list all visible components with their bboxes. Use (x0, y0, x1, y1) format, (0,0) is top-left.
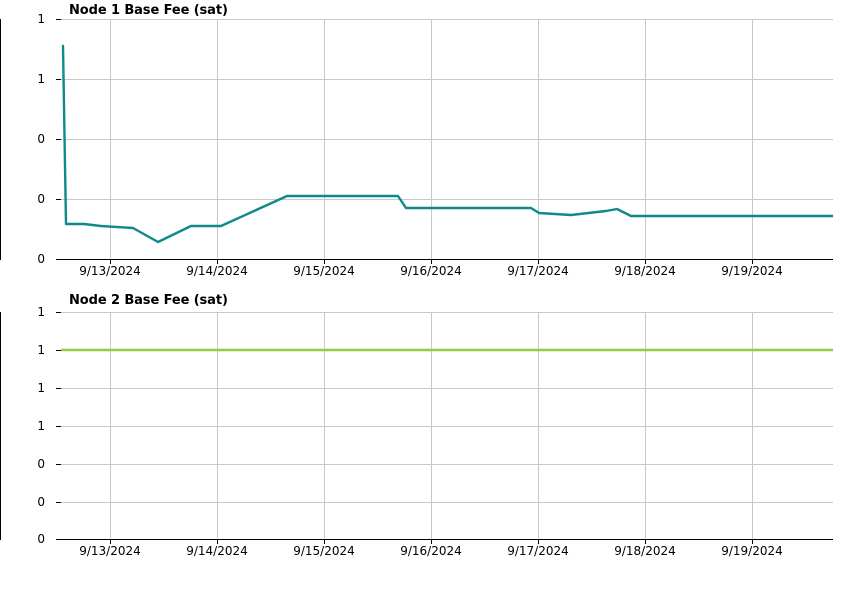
gridline-v (538, 312, 539, 539)
x-tick-mark (110, 539, 111, 544)
y-tick-label: 1 (37, 343, 45, 357)
gridline-h (61, 199, 833, 200)
y-tick-label: 0 (37, 252, 45, 266)
y-tick-label: 1 (37, 419, 45, 433)
y-tick-mark (56, 350, 61, 351)
gridline-v (431, 312, 432, 539)
gridline-v (431, 19, 432, 259)
gridline-h (61, 19, 833, 20)
gridline-h (61, 426, 833, 427)
y-tick-label: 0 (37, 457, 45, 471)
x-tick-label: 9/17/2024 (507, 544, 569, 558)
y-tick-label: 0 (37, 495, 45, 509)
x-tick-label: 9/14/2024 (186, 544, 248, 558)
plot-area-node1 (61, 19, 833, 259)
y-tick-mark (56, 19, 61, 20)
y-tick-mark (56, 388, 61, 389)
gridline-h (61, 464, 833, 465)
x-tick-label: 9/13/2024 (79, 264, 141, 278)
x-tick-mark (538, 539, 539, 544)
x-tick-mark (431, 539, 432, 544)
x-tick-label: 9/16/2024 (400, 544, 462, 558)
gridline-v (110, 19, 111, 259)
y-tick-label: 1 (37, 381, 45, 395)
y-tick-label: 0 (37, 132, 45, 146)
x-tick-mark (217, 259, 218, 264)
chart-title-node2: Node 2 Base Fee (sat) (69, 293, 228, 308)
y-tick-label: 0 (37, 532, 45, 546)
x-tick-mark (645, 539, 646, 544)
gridline-v (110, 312, 111, 539)
x-tick-mark (217, 539, 218, 544)
x-tick-mark (538, 259, 539, 264)
x-tick-label: 9/13/2024 (79, 544, 141, 558)
gridline-v (752, 312, 753, 539)
y-tick-mark (56, 502, 61, 503)
gridline-h (61, 79, 833, 80)
x-tick-label: 9/17/2024 (507, 264, 569, 278)
chart-title-node1: Node 1 Base Fee (sat) (69, 3, 228, 18)
gridline-v (324, 312, 325, 539)
x-tick-label: 9/19/2024 (721, 264, 783, 278)
x-tick-label: 9/19/2024 (721, 544, 783, 558)
gridline-h (61, 139, 833, 140)
x-tick-label: 9/16/2024 (400, 264, 462, 278)
x-tick-mark (110, 259, 111, 264)
series-line-node2 (61, 348, 833, 352)
x-tick-label: 9/15/2024 (293, 544, 355, 558)
gridline-v (645, 312, 646, 539)
y-tick-label: 0 (37, 192, 45, 206)
x-tick-mark (645, 259, 646, 264)
y-tick-mark (56, 312, 61, 313)
y-tick-mark (56, 464, 61, 465)
x-tick-label: 9/18/2024 (614, 264, 676, 278)
y-tick-mark (56, 426, 61, 427)
chart-panel-node1: Node 1 Base Fee (sat) (0, 0, 860, 290)
series-line-node1 (61, 44, 833, 244)
gridline-v (645, 19, 646, 259)
y-tick-label: 1 (37, 12, 45, 26)
x-axis-node1 (61, 259, 833, 260)
x-tick-mark (324, 259, 325, 264)
plot-area-node2 (61, 312, 833, 539)
y-tick-mark (56, 259, 61, 260)
x-tick-mark (752, 539, 753, 544)
gridline-v (538, 19, 539, 259)
gridline-v (324, 19, 325, 259)
x-tick-label: 9/18/2024 (614, 544, 676, 558)
x-axis-node2 (61, 539, 833, 540)
gridline-h (61, 312, 833, 313)
y-tick-label: 1 (37, 305, 45, 319)
y-tick-mark (56, 539, 61, 540)
x-tick-mark (752, 259, 753, 264)
x-tick-mark (431, 259, 432, 264)
y-tick-label: 1 (37, 72, 45, 86)
y-axis-node2 (0, 312, 1, 540)
gridline-v (752, 19, 753, 259)
x-tick-label: 9/14/2024 (186, 264, 248, 278)
gridline-h (61, 502, 833, 503)
gridline-h (61, 388, 833, 389)
x-tick-label: 9/15/2024 (293, 264, 355, 278)
y-tick-mark (56, 199, 61, 200)
x-tick-mark (324, 539, 325, 544)
gridline-v (217, 312, 218, 539)
y-tick-mark (56, 139, 61, 140)
gridline-v (217, 19, 218, 259)
chart-panel-node2: Node 2 Base Fee (sat) (0, 290, 860, 600)
y-axis-node1 (0, 19, 1, 260)
y-tick-mark (56, 79, 61, 80)
